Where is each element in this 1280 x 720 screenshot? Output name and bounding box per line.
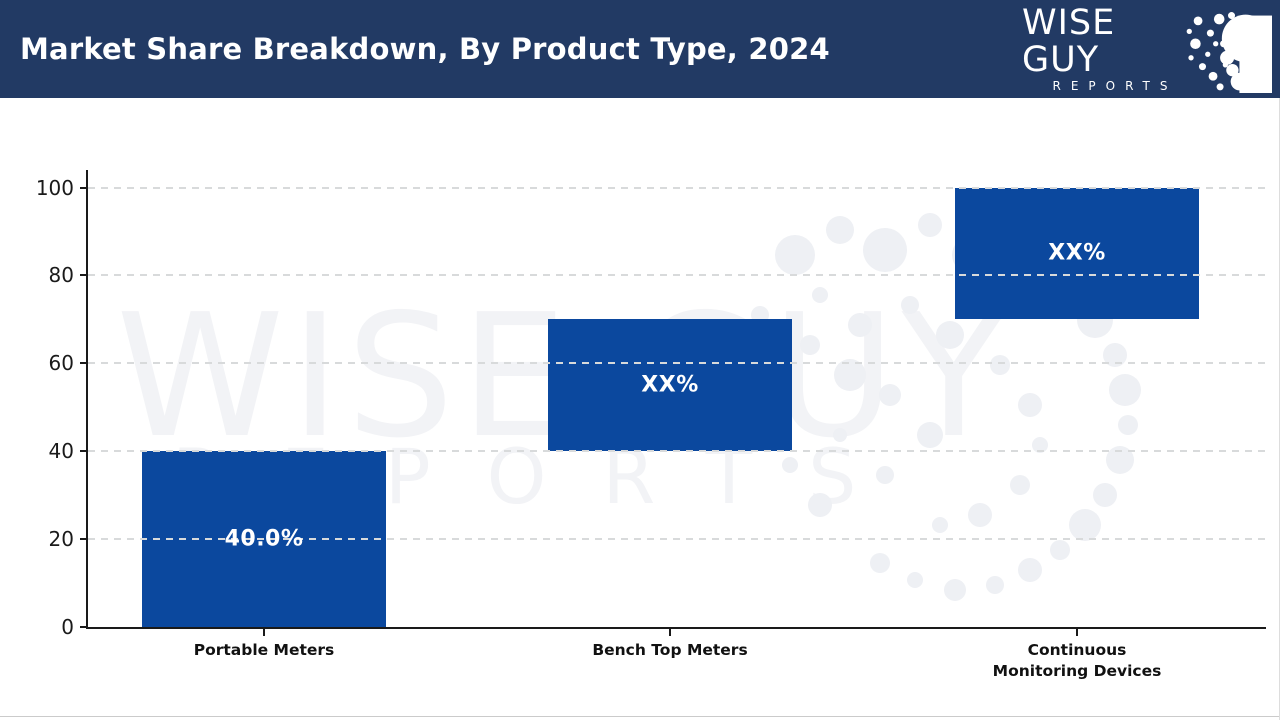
logo-text: WISE GUY REPORTS bbox=[1022, 2, 1198, 94]
gridline-60 bbox=[88, 362, 1266, 365]
wise-guy-reports-logo: WISE GUY REPORTS bbox=[1022, 0, 1272, 98]
y-tick-label: 40 bbox=[48, 439, 74, 464]
y-axis bbox=[86, 170, 88, 629]
header: Market Share Breakdown, By Product Type,… bbox=[0, 0, 1280, 98]
bar-value-label: 40.0% bbox=[224, 526, 304, 552]
y-tick-mark bbox=[80, 186, 88, 189]
bottom-divider bbox=[0, 716, 1280, 717]
logo-face-icon bbox=[1186, 12, 1272, 93]
y-tick-mark bbox=[80, 450, 88, 453]
y-tick-label: 80 bbox=[48, 263, 74, 288]
y-tick-label: 100 bbox=[35, 175, 74, 200]
y-tick-label: 20 bbox=[48, 527, 74, 552]
y-tick-label: 0 bbox=[61, 615, 74, 639]
x-tick-label-line: Monitoring Devices bbox=[992, 661, 1162, 680]
gridline-100 bbox=[88, 186, 1266, 189]
bar-value-label: XX% bbox=[1048, 240, 1106, 266]
plot-area: 40.0% XX% XX% 0 20 40 60 80 100 Portable Meters Be… bbox=[0, 98, 1280, 720]
x-tick-label: Continuous Monitoring Devices bbox=[917, 640, 1237, 682]
y-tick-label: 60 bbox=[48, 351, 74, 376]
logo-wiseguy-label: WISE GUY bbox=[1022, 2, 1116, 80]
y-tick-mark bbox=[80, 274, 88, 277]
x-tick-label: Portable Meters bbox=[104, 640, 424, 661]
y-tick-mark bbox=[80, 362, 88, 365]
y-tick-mark bbox=[80, 626, 88, 628]
x-tick-label-line: Portable Meters bbox=[193, 641, 335, 659]
x-tick-mark bbox=[1076, 628, 1078, 636]
gridline-80 bbox=[88, 274, 1266, 277]
x-tick-label-line: Bench Top Meters bbox=[592, 641, 748, 659]
gridline-40 bbox=[88, 450, 1266, 453]
page-title: Market Share Breakdown, By Product Type,… bbox=[20, 32, 830, 66]
x-tick-mark bbox=[669, 628, 671, 636]
logo-reports-label: REPORTS bbox=[1052, 79, 1178, 94]
y-tick-mark bbox=[80, 538, 88, 541]
bar-value-label: XX% bbox=[641, 372, 699, 398]
gridline-20 bbox=[88, 538, 1266, 541]
x-axis bbox=[86, 627, 1266, 629]
bar-bench-top-meters bbox=[548, 319, 792, 452]
x-tick-mark bbox=[263, 628, 265, 636]
x-tick-label: Bench Top Meters bbox=[510, 640, 830, 661]
x-tick-label-line: Continuous bbox=[1027, 641, 1127, 659]
